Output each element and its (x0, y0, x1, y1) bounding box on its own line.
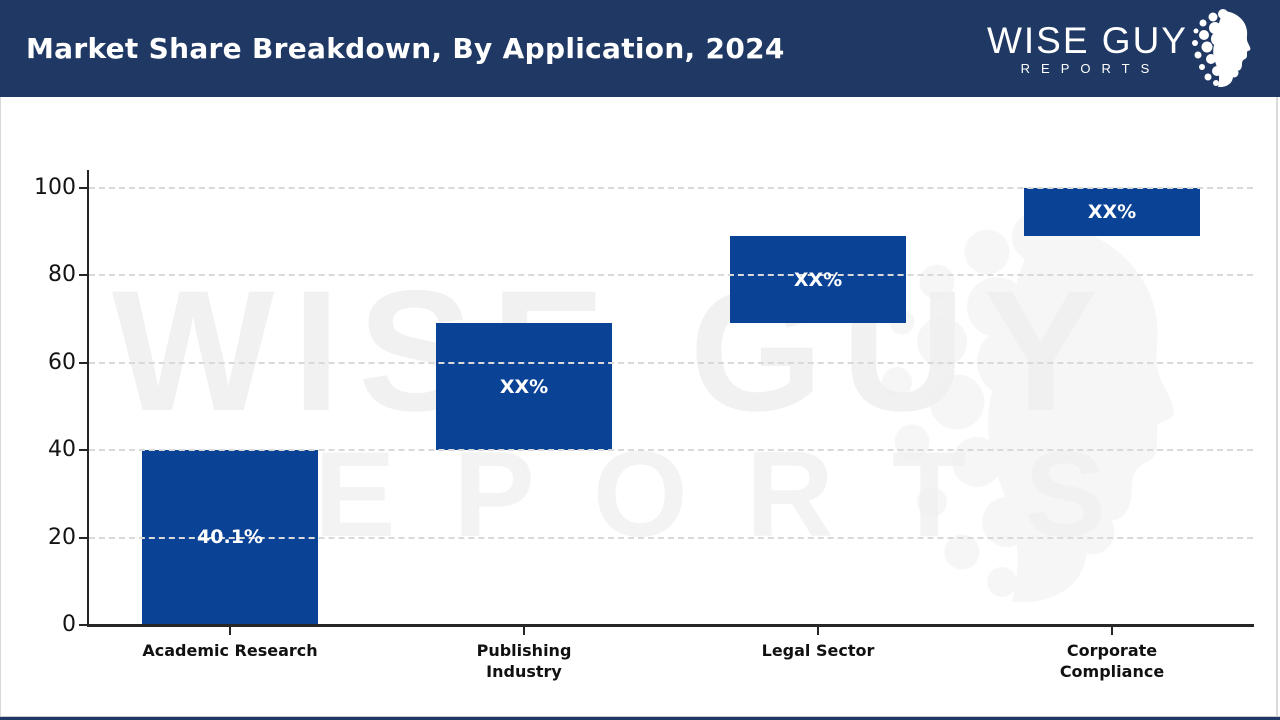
x-category-label-line: Academic Research (142, 641, 318, 660)
y-tick-label-80: 80 (48, 262, 76, 288)
y-tick-mark-80 (79, 274, 87, 277)
x-category-label-publishing-industry: Publishing Industry (404, 640, 644, 682)
wiseguy-face-icon (1190, 9, 1254, 89)
logo-subtitle: REPORTS (1020, 61, 1161, 76)
gridline-40 (89, 449, 1253, 452)
bar-legal-sector (730, 236, 906, 324)
y-tick-label-20: 20 (48, 524, 76, 550)
watermark-subtitle: REPORTS (168, 426, 1164, 562)
chart-title: Market Share Breakdown, By Application, … (26, 32, 785, 65)
logo-wordmark: WISE GUY (986, 20, 1188, 61)
x-category-label-line: Publishing (476, 641, 572, 660)
bar-value-label-corporate-compliance: XX% (1087, 201, 1137, 224)
y-tick-label-100: 100 (34, 175, 76, 200)
x-category-label-legal-sector: Legal Sector (698, 640, 938, 661)
y-tick-mark-40 (79, 449, 87, 452)
panel-border-right (1276, 97, 1278, 716)
y-tick-mark-100 (79, 187, 87, 189)
footer-accent-bar (0, 717, 1280, 720)
gridline-60 (89, 361, 1253, 364)
x-category-label-line: Legal Sector (761, 641, 875, 660)
bar-value-label-publishing-industry: XX% (499, 375, 549, 398)
gridline-80 (89, 274, 1253, 277)
y-tick-mark-20 (79, 536, 87, 539)
bar-value-label-academic-research: 40.1% (197, 526, 263, 549)
x-tick-mark-legal-sector (817, 627, 819, 635)
bar-value-label-legal-sector: XX% (793, 268, 843, 291)
gridline-100 (89, 187, 1253, 189)
y-tick-label-60: 60 (48, 349, 76, 375)
x-tick-mark-academic-research (229, 627, 231, 635)
x-tick-mark-publishing-industry (523, 627, 525, 635)
x-category-label-line: Industry (486, 662, 562, 681)
y-tick-label-40: 40 (48, 437, 76, 463)
y-axis-line (87, 170, 89, 627)
y-tick-mark-60 (79, 361, 87, 364)
x-axis-line (87, 624, 1254, 627)
wiseguy-logo: WISE GUY REPORTS (987, 9, 1254, 89)
y-tick-mark-0 (79, 624, 87, 626)
panel-border-left (0, 97, 1, 716)
x-tick-mark-corporate-compliance (1111, 627, 1113, 635)
bar-corporate-compliance (1024, 188, 1200, 237)
x-category-label-line: Compliance (1059, 662, 1165, 681)
header-bar: Market Share Breakdown, By Application, … (0, 0, 1280, 97)
x-category-label-corporate-compliance: Corporate Compliance (992, 640, 1232, 682)
y-tick-label-0: 0 (62, 612, 76, 637)
x-category-label-line: Corporate (1066, 641, 1158, 660)
panel-border-bottom (0, 716, 1280, 717)
bar-publishing-industry (436, 323, 612, 450)
wiseguy-logo-text: WISE GUY REPORTS (986, 20, 1188, 77)
gridline-20 (89, 536, 1253, 539)
watermark-face-icon (872, 212, 1192, 612)
x-category-label-academic-research: Academic Research (110, 640, 350, 661)
